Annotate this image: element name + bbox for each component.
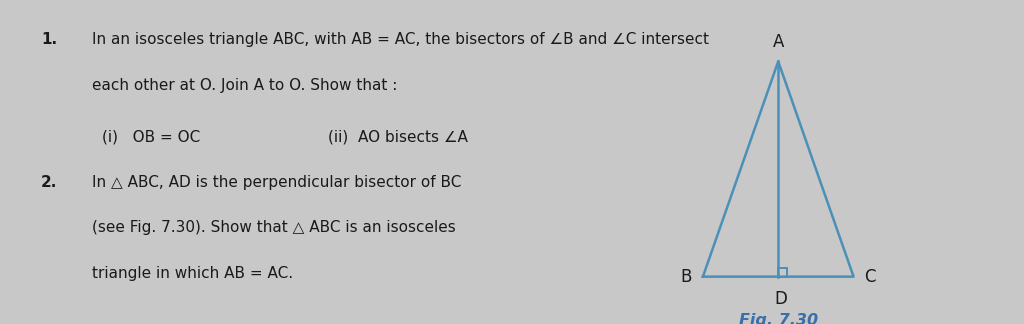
Text: triangle in which AB = AC.: triangle in which AB = AC. (92, 266, 293, 281)
Text: (ii)  AO bisects ∠A: (ii) AO bisects ∠A (328, 130, 468, 145)
Text: B: B (681, 268, 692, 286)
Text: (i)   OB = OC: (i) OB = OC (102, 130, 201, 145)
Text: C: C (864, 268, 876, 286)
Text: A: A (772, 33, 784, 51)
Text: each other at O. Join A to O. Show that :: each other at O. Join A to O. Show that … (92, 78, 397, 93)
Text: In △ ABC, AD is the perpendicular bisector of BC: In △ ABC, AD is the perpendicular bisect… (92, 175, 462, 190)
Text: 1.: 1. (41, 32, 57, 47)
Text: 2.: 2. (41, 175, 57, 190)
Bar (778, 268, 786, 277)
Text: D: D (774, 290, 786, 307)
Text: In an isosceles triangle ABC, with AB = AC, the bisectors of ∠B and ∠C intersect: In an isosceles triangle ABC, with AB = … (92, 32, 710, 47)
Text: (see Fig. 7.30). Show that △ ABC is an isosceles: (see Fig. 7.30). Show that △ ABC is an i… (92, 220, 456, 235)
Text: Fig. 7.30: Fig. 7.30 (738, 313, 818, 324)
